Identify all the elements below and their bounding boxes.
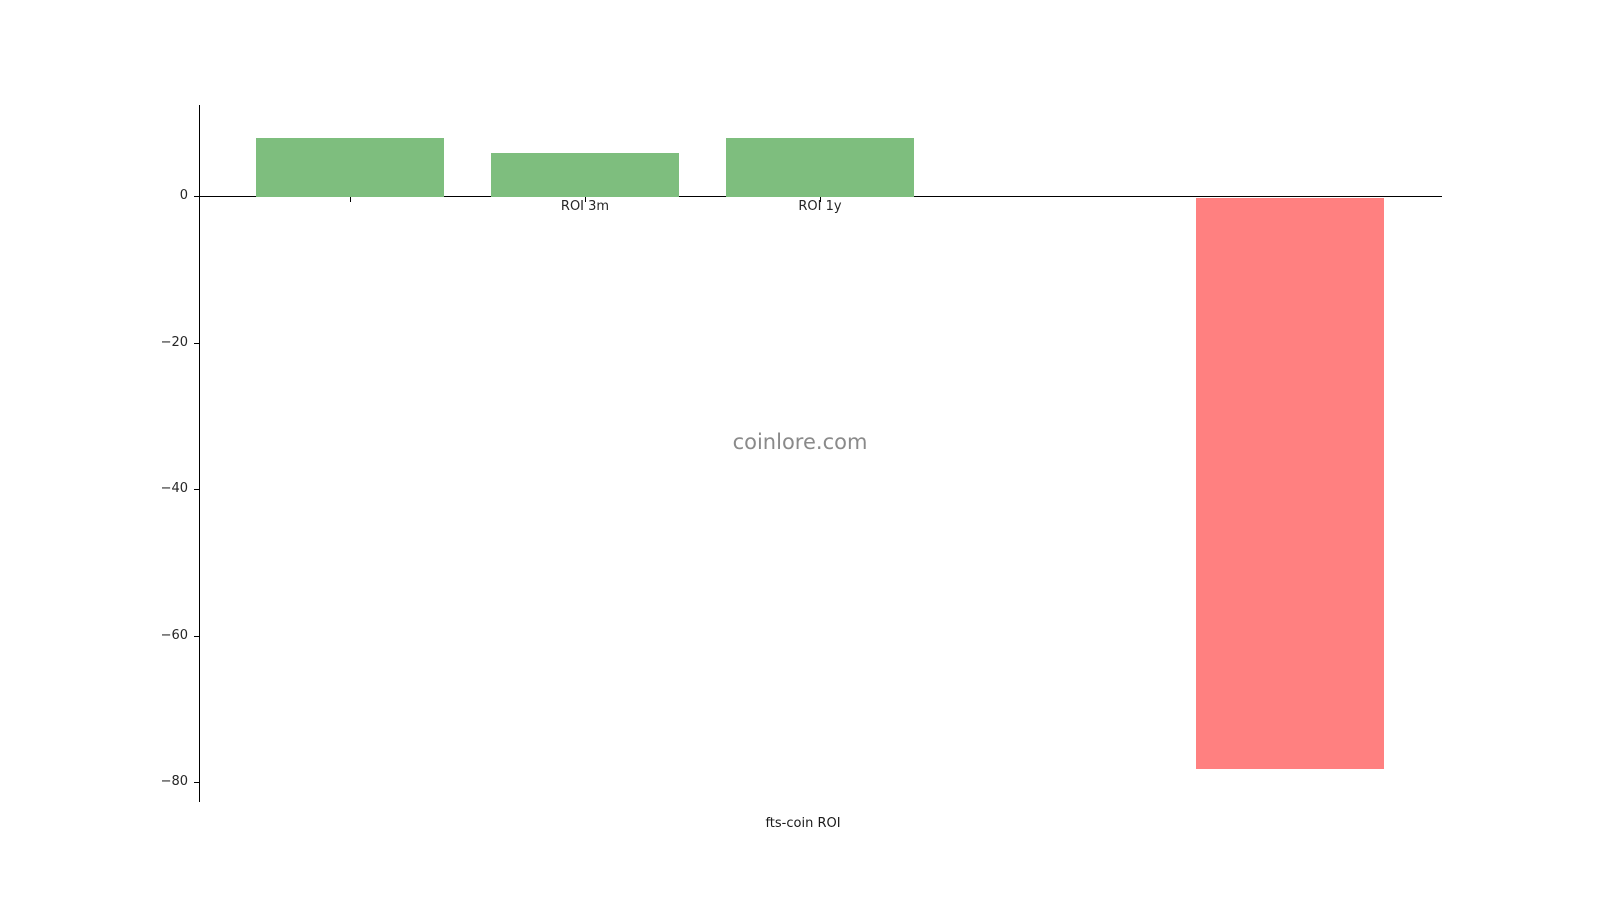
y-tick-mark — [194, 489, 200, 490]
y-tick-mark — [194, 196, 200, 197]
roi-bar-positive — [726, 138, 914, 197]
y-tick-label: 0 — [179, 188, 188, 203]
x-tick-mark — [585, 197, 586, 202]
y-tick-label: −60 — [160, 628, 188, 643]
x-tick-mark — [350, 197, 351, 202]
roi-bar-positive — [491, 153, 679, 197]
x-tick-label: ROI 1y — [798, 199, 842, 214]
y-tick-label: −40 — [160, 481, 188, 496]
chart-title: fts-coin ROI — [765, 816, 841, 831]
roi-bar-negative — [1196, 198, 1384, 769]
y-tick-label: −20 — [160, 335, 188, 350]
x-tick-mark — [820, 197, 821, 202]
x-tick-label: ROI 3m — [560, 199, 610, 214]
y-tick-mark — [194, 343, 200, 344]
y-axis-line — [199, 105, 200, 802]
roi-bar-positive — [256, 138, 444, 197]
y-tick-mark — [194, 636, 200, 637]
y-tick-label: −80 — [160, 774, 188, 789]
y-tick-mark — [194, 782, 200, 783]
watermark: coinlore.com — [732, 430, 868, 454]
